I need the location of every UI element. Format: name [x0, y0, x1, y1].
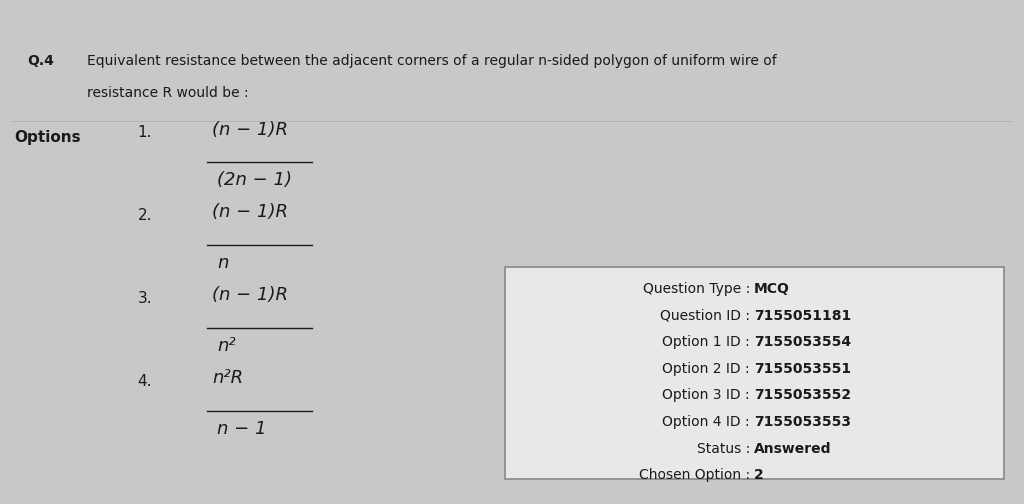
Text: 2: 2 [754, 468, 764, 482]
Text: Option 3 ID :: Option 3 ID : [663, 389, 754, 402]
Text: (n − 1)R: (n − 1)R [212, 120, 288, 139]
Text: MCQ: MCQ [754, 282, 791, 296]
Text: n²R: n²R [212, 369, 244, 387]
Text: Option 1 ID :: Option 1 ID : [663, 335, 754, 349]
Text: n − 1: n − 1 [217, 420, 266, 438]
Text: Status :: Status : [696, 442, 754, 456]
Text: (n − 1)R: (n − 1)R [212, 286, 288, 304]
Text: Option 4 ID :: Option 4 ID : [663, 415, 754, 429]
Text: Q.4: Q.4 [28, 54, 54, 68]
Text: (2n − 1): (2n − 1) [217, 171, 292, 189]
Text: Answered: Answered [754, 442, 831, 456]
Text: 7155053553: 7155053553 [754, 415, 851, 429]
Text: Chosen Option :: Chosen Option : [639, 468, 754, 482]
Text: Equivalent resistance between the adjacent corners of a regular n-sided polygon : Equivalent resistance between the adjace… [87, 54, 777, 68]
Text: Question ID :: Question ID : [659, 308, 754, 323]
Text: 2.: 2. [137, 208, 153, 223]
Text: 3.: 3. [137, 291, 153, 306]
Text: Options: Options [14, 130, 81, 145]
Text: 7155053554: 7155053554 [754, 335, 851, 349]
FancyBboxPatch shape [505, 267, 1004, 479]
Text: (n − 1)R: (n − 1)R [212, 204, 288, 221]
Text: 7155053552: 7155053552 [754, 389, 851, 402]
Text: resistance R would be :: resistance R would be : [87, 86, 249, 100]
Text: Option 2 ID :: Option 2 ID : [663, 362, 754, 376]
Text: n: n [217, 254, 228, 272]
Text: 7155053551: 7155053551 [754, 362, 851, 376]
Text: Question Type :: Question Type : [642, 282, 754, 296]
Text: 7155051181: 7155051181 [754, 308, 851, 323]
Text: 4.: 4. [137, 373, 153, 389]
Text: 1.: 1. [137, 125, 153, 140]
Text: n²: n² [217, 337, 236, 355]
